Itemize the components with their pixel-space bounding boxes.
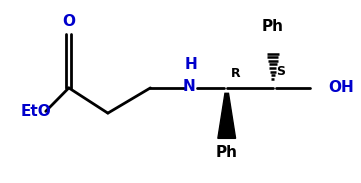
Text: Ph: Ph <box>216 145 238 160</box>
Text: O: O <box>62 14 75 29</box>
Text: Ph: Ph <box>262 19 284 34</box>
Text: S: S <box>276 65 285 78</box>
Text: N: N <box>183 79 196 94</box>
Polygon shape <box>218 93 236 138</box>
Text: OH: OH <box>328 80 354 95</box>
Text: R: R <box>231 67 240 80</box>
Text: EtO: EtO <box>21 104 52 119</box>
Text: H: H <box>185 57 197 72</box>
